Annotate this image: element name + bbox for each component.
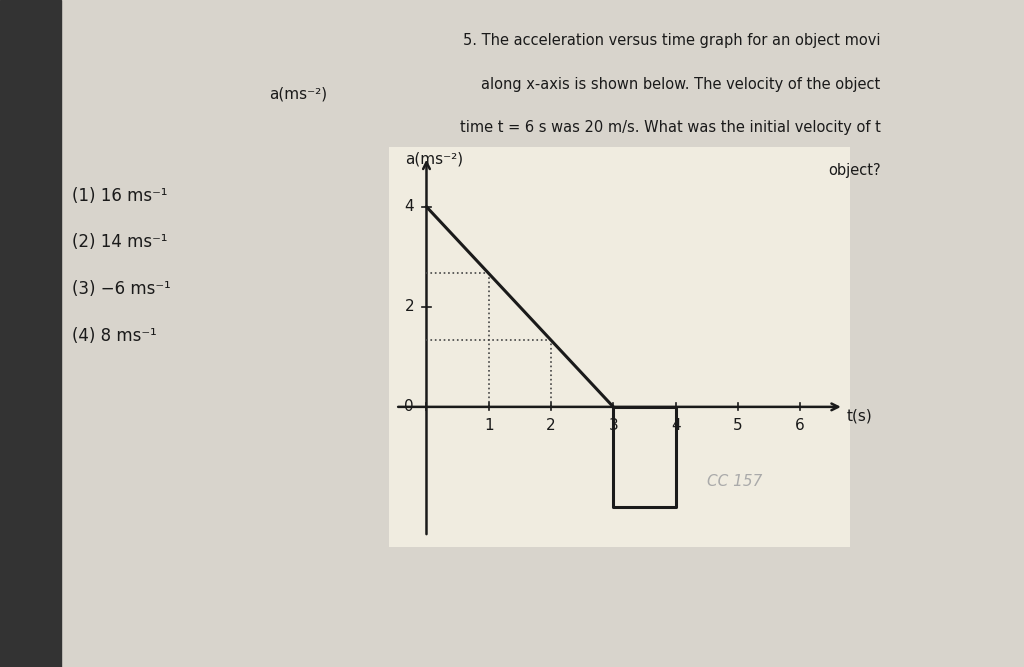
- Text: 6: 6: [796, 418, 805, 433]
- Text: 4: 4: [671, 418, 680, 433]
- Text: CC 157: CC 157: [707, 474, 762, 490]
- Text: (3) −6 ms⁻¹: (3) −6 ms⁻¹: [72, 280, 170, 298]
- Text: 5. The acceleration versus time graph for an object movi: 5. The acceleration versus time graph fo…: [463, 33, 881, 48]
- Text: t(s): t(s): [847, 408, 872, 424]
- Text: object?: object?: [828, 163, 881, 178]
- Text: 2: 2: [404, 299, 414, 314]
- Text: (4) 8 ms⁻¹: (4) 8 ms⁻¹: [72, 327, 157, 345]
- Text: a(ms⁻²): a(ms⁻²): [404, 152, 463, 167]
- Text: a(ms⁻²): a(ms⁻²): [269, 87, 328, 101]
- Text: 2: 2: [546, 418, 556, 433]
- Text: 1: 1: [484, 418, 494, 433]
- Text: 5: 5: [733, 418, 742, 433]
- Text: 4: 4: [404, 199, 414, 214]
- Text: 3: 3: [608, 418, 618, 433]
- Text: (2) 14 ms⁻¹: (2) 14 ms⁻¹: [72, 233, 167, 251]
- Text: 0: 0: [404, 400, 414, 414]
- Text: along x-axis is shown below. The velocity of the object: along x-axis is shown below. The velocit…: [481, 77, 881, 91]
- Text: (1) 16 ms⁻¹: (1) 16 ms⁻¹: [72, 187, 167, 205]
- Text: time t = 6 s was 20 m/s. What was the initial velocity of t: time t = 6 s was 20 m/s. What was the in…: [460, 120, 881, 135]
